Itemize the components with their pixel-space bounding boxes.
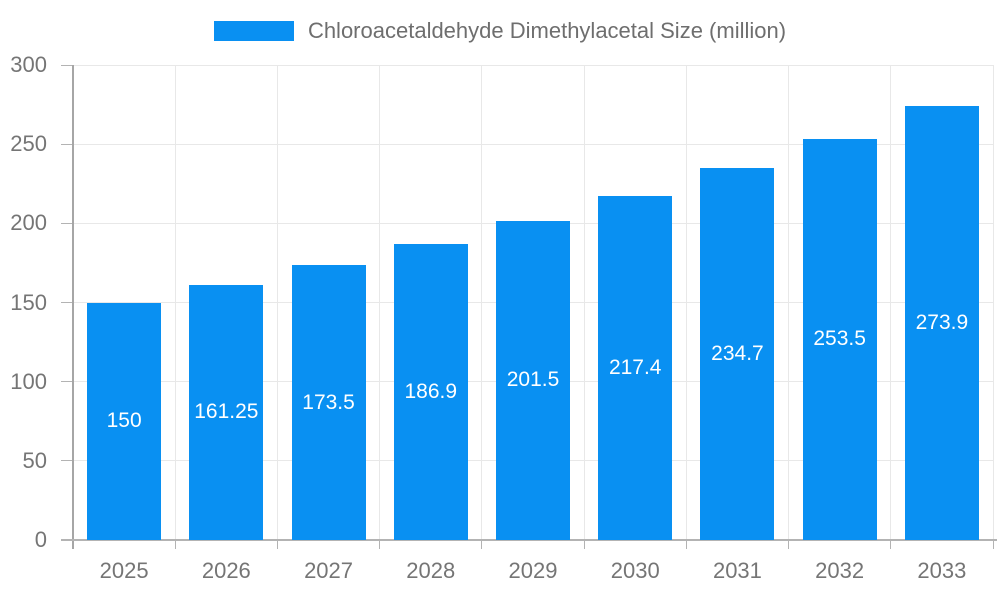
y-axis-tick-label: 250 <box>10 131 47 157</box>
bar-value-label: 150 <box>106 409 142 433</box>
gridline-vertical <box>890 65 892 540</box>
gridline-vertical <box>583 65 585 540</box>
gridline-vertical <box>685 65 687 540</box>
legend-label: Chloroacetaldehyde Dimethylacetal Size (… <box>307 18 787 43</box>
gridline-vertical <box>174 65 176 540</box>
y-axis-tick-label: 200 <box>10 210 47 236</box>
x-axis-tick <box>788 541 790 549</box>
bar[interactable]: 234.7 <box>700 168 775 540</box>
gridline-vertical <box>276 65 278 540</box>
bar[interactable]: 173.5 <box>291 265 366 540</box>
bar[interactable]: 253.5 <box>802 138 877 540</box>
x-axis-tick <box>992 541 994 549</box>
y-axis-tick-label: 0 <box>34 527 47 552</box>
plot-area: 150 161.25 173.5 186.9 201.5 217.4 234.7 253.5 2… <box>61 64 997 549</box>
y-axis-tick-label: 150 <box>10 289 47 315</box>
bar-value-label: 273.9 <box>915 311 969 335</box>
gridline-horizontal <box>73 64 993 66</box>
gridline-horizontal <box>73 143 993 145</box>
bar-value-label: 201.5 <box>506 368 560 392</box>
legend-swatch <box>213 21 294 41</box>
x-axis-tick <box>583 541 585 549</box>
y-axis-tick-label: 100 <box>10 368 47 394</box>
x-axis-tick-label: 2027 <box>304 558 354 583</box>
y-axis-line <box>72 65 74 549</box>
y-axis-tick <box>61 222 73 224</box>
bar-value-label: 186.9 <box>404 380 458 404</box>
x-axis-tick-label: 2033 <box>917 558 967 583</box>
bar[interactable]: 150 <box>87 302 162 540</box>
legend[interactable]: Chloroacetaldehyde Dimethylacetal Size (… <box>0 18 1000 44</box>
y-axis-tick-label: 300 <box>10 52 47 77</box>
x-axis-tick-label: 2029 <box>508 558 558 583</box>
bar-value-label: 161.25 <box>194 400 259 424</box>
x-axis-tick-label: 2025 <box>99 558 149 583</box>
bar[interactable]: 186.9 <box>393 244 468 540</box>
y-axis-tick <box>61 381 73 383</box>
x-axis-tick <box>174 541 176 549</box>
bar-value-label: 234.7 <box>711 342 764 366</box>
gridline-vertical <box>788 65 790 540</box>
bar[interactable]: 201.5 <box>496 220 570 540</box>
x-axis-tick <box>685 541 687 549</box>
x-axis-line <box>61 539 997 541</box>
gridline-vertical <box>481 65 483 540</box>
x-axis-tick <box>379 541 381 549</box>
bar-value-label: 253.5 <box>813 327 866 351</box>
x-axis-tick-label: 2026 <box>201 558 251 583</box>
bar[interactable]: 217.4 <box>598 195 673 540</box>
gridline-vertical <box>379 65 381 540</box>
x-axis-tick-label: 2028 <box>406 558 456 583</box>
bar-value-label: 173.5 <box>302 390 355 414</box>
gridline-vertical <box>992 65 994 540</box>
x-axis-tick-label: 2031 <box>712 558 762 583</box>
y-axis-tick <box>61 64 73 66</box>
x-axis-tick-label: 2032 <box>815 558 865 583</box>
bar-value-label: 217.4 <box>608 355 662 379</box>
y-axis-tick <box>61 460 73 462</box>
x-axis-tick-label: 2030 <box>610 558 660 583</box>
bar[interactable]: 161.25 <box>189 284 264 540</box>
x-axis-tick <box>481 541 483 549</box>
y-axis-tick <box>61 302 73 303</box>
x-axis: 2025 2026 2027 2028 2029 2030 2031 2032 2033 <box>73 548 993 588</box>
bar[interactable]: 273.9 <box>904 106 979 540</box>
y-axis-tick-label: 50 <box>22 447 47 473</box>
x-axis-tick <box>890 541 892 549</box>
x-axis-tick <box>276 541 278 549</box>
y-axis-tick <box>61 143 73 145</box>
y-axis: 0 50 100 150 200 250 300 <box>0 53 61 552</box>
